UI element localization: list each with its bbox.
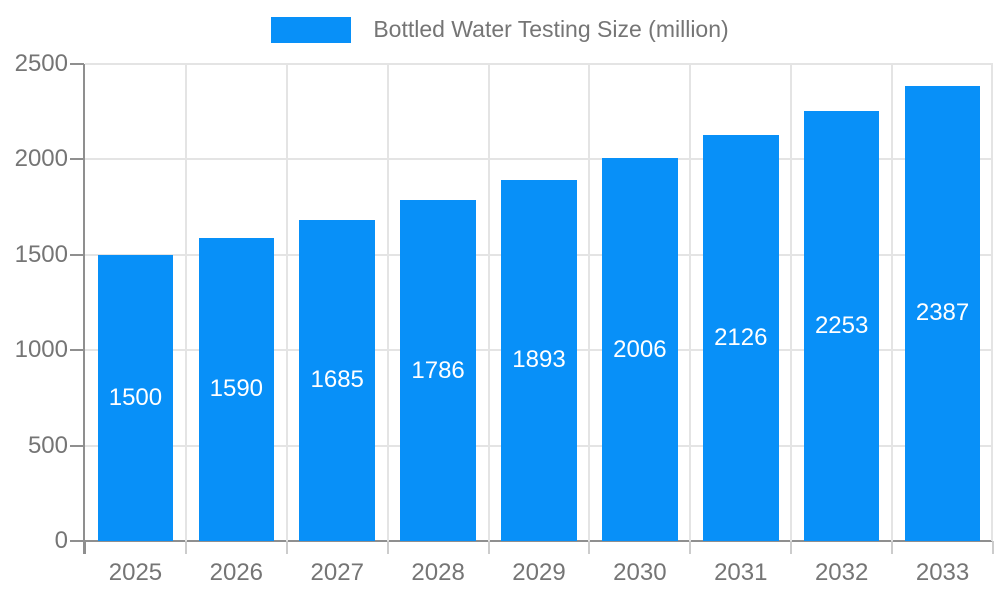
y-tick (70, 158, 84, 161)
x-tick (386, 541, 389, 554)
y-tick (70, 253, 84, 256)
x-tick-label: 2031 (714, 559, 768, 586)
x-tick (891, 541, 894, 554)
gridline-v (588, 64, 591, 541)
x-tick (184, 541, 187, 554)
bar-value-label: 2387 (915, 299, 970, 327)
y-tick (70, 349, 84, 352)
plot-right-border (991, 64, 993, 541)
bar: 1786 (400, 200, 476, 541)
bar-value-label: 1893 (512, 346, 566, 374)
x-tick-label: 2027 (310, 559, 364, 586)
bar: 1500 (97, 254, 174, 541)
bar: 2387 (904, 85, 981, 541)
legend-swatch (271, 16, 352, 43)
x-tick-label: 2026 (209, 559, 264, 586)
x-tick-label: 2030 (613, 559, 667, 586)
x-tick-label: 2025 (108, 559, 163, 586)
gridline-v (790, 64, 793, 541)
x-tick-label: 2033 (915, 559, 970, 586)
gridline-h (85, 158, 993, 161)
x-axis-line (83, 540, 993, 542)
gridline-v (386, 64, 389, 541)
bar: 1893 (501, 179, 577, 541)
bar-value-label: 1786 (411, 356, 465, 384)
bar-value-label: 2006 (613, 335, 667, 363)
gridline-v (285, 64, 288, 541)
bar-value-label: 1500 (108, 383, 163, 411)
x-tick (992, 541, 994, 554)
gridline-v (184, 64, 187, 541)
x-tick-label: 2029 (512, 559, 566, 586)
y-tick (70, 540, 84, 542)
bar-value-label: 2253 (814, 312, 869, 340)
x-tick (285, 541, 288, 554)
y-tick-label: 0 (54, 527, 68, 554)
legend: Bottled Water Testing Size (million) (0, 16, 1000, 43)
bar-value-label: 1685 (310, 366, 364, 394)
x-tick-label: 2032 (814, 559, 869, 586)
x-tick (689, 541, 692, 554)
bar: 2126 (702, 135, 779, 541)
gridline-h (85, 63, 993, 65)
y-tick (70, 63, 84, 65)
gridline-v (891, 64, 894, 541)
legend-label: Bottled Water Testing Size (million) (373, 16, 729, 42)
x-tick (487, 541, 490, 554)
bar: 2006 (602, 158, 678, 541)
plot-area: 1500 1590 1685 1786 1893 2006 2126 2253 2387 (85, 63, 993, 541)
bar-value-label: 2126 (714, 324, 768, 352)
x-tick (790, 541, 793, 554)
y-axis-line (83, 64, 85, 554)
gridline-v (689, 64, 692, 541)
y-tick (70, 444, 84, 447)
bar-value-label: 1590 (209, 375, 264, 403)
x-tick (84, 541, 86, 554)
y-tick-label: 2500 (14, 50, 68, 77)
bar: 1590 (198, 237, 275, 541)
gridline-v (487, 64, 490, 541)
x-tick (588, 541, 591, 554)
bar: 2253 (803, 111, 880, 541)
y-tick-label: 1000 (14, 336, 68, 364)
y-tick-label: 2000 (14, 145, 68, 173)
y-tick-label: 1500 (14, 240, 68, 268)
bar: 1685 (299, 219, 376, 541)
y-tick-label: 500 (27, 431, 68, 459)
x-tick-label: 2028 (411, 559, 465, 586)
